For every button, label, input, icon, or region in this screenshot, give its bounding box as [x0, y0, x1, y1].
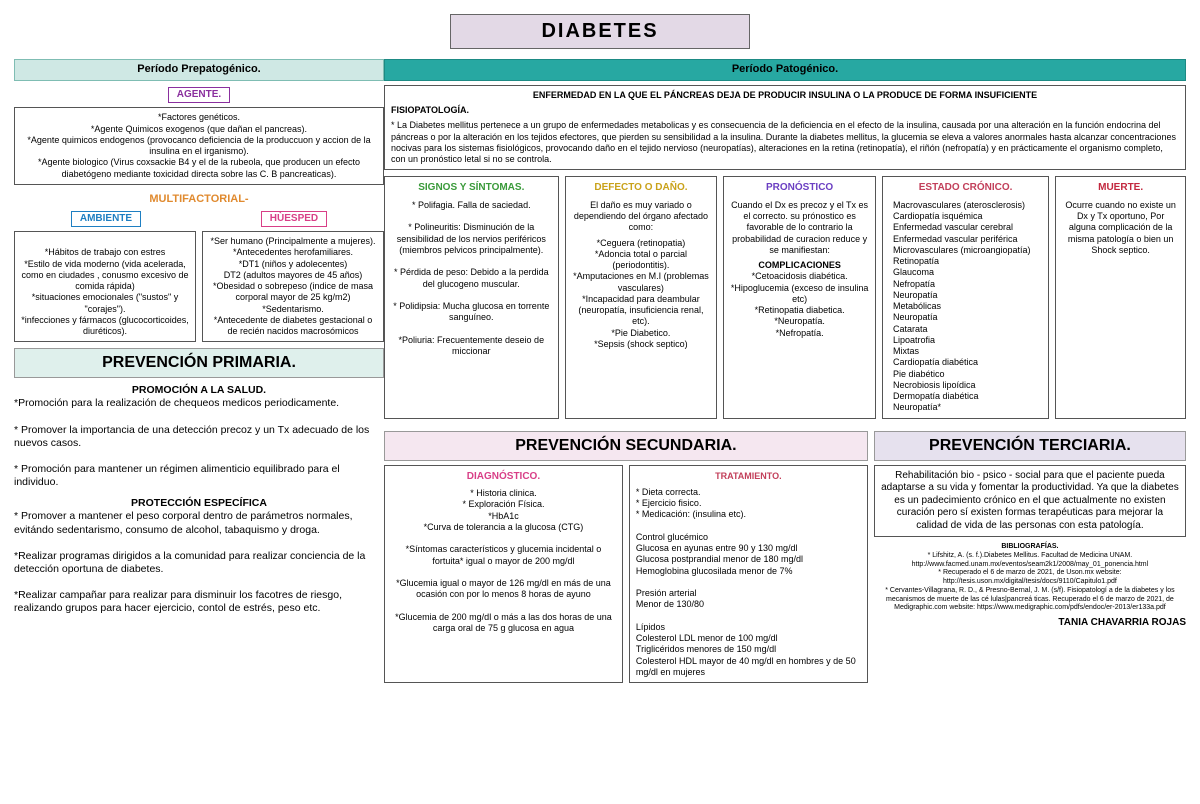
- box-huesped: *Ser humano (Principalmente a mujeres). …: [202, 231, 384, 342]
- page-title: DIABETES: [450, 14, 750, 49]
- chip-ambiente: AMBIENTE: [71, 211, 141, 228]
- chip-pronostico: PRONÓSTICO: [758, 181, 841, 196]
- box-terciaria: Rehabilitación bio - psico - social para…: [874, 465, 1186, 538]
- box-pronostico: PRONÓSTICO Cuando el Dx es precoz y el T…: [723, 176, 876, 418]
- bibliografias-body: * Lifshitz, A. (s. f.).Diabetes Mellitus…: [874, 552, 1186, 613]
- header-prevencion-terciaria: PREVENCIÓN TERCIARIA.: [874, 431, 1186, 461]
- fisio-body: * La Diabetes mellitus pertenece a un gr…: [391, 120, 1179, 165]
- disease-summary: ENFERMEDAD EN LA QUE EL PÁNCREAS DEJA DE…: [391, 90, 1179, 101]
- header-patogenico: Período Patogénico.: [384, 59, 1186, 81]
- chip-muerte: MUERTE.: [1090, 181, 1151, 196]
- header-prevencion-primaria: PREVENCIÓN PRIMARIA.: [14, 348, 384, 378]
- chip-huesped: HÙESPED: [261, 211, 327, 228]
- complicaciones-head: COMPLICACIONES: [730, 260, 869, 271]
- proteccion-especifica-head: PROTECCIÓN ESPECÍFICA: [14, 497, 384, 510]
- muerte-body: Ocurre cuando no existe un Dx y Tx oport…: [1062, 200, 1179, 256]
- chip-multifactorial: MULTIFACTORIAL-: [149, 193, 248, 205]
- complicaciones-body: *Cetoacidosis diabética. *Hipoglucemia (…: [730, 271, 869, 339]
- chip-diagnostico: DIAGNÓSTICO.: [459, 470, 548, 485]
- chip-defecto: DEFECTO O DAÑO.: [586, 181, 695, 196]
- box-ambiente: *Hábitos de trabajo con estres *Estilo d…: [14, 231, 196, 342]
- defecto-intro: El daño es muy variado o dependiendo del…: [572, 200, 711, 234]
- header-prepatogenico: Período Prepatogénico.: [14, 59, 384, 81]
- chip-tratamiento: TRATAMIENTO.: [636, 470, 861, 483]
- chip-agente: AGENTE.: [168, 87, 230, 104]
- header-prevencion-secundaria: PREVENCIÓN SECUNDARIA.: [384, 431, 868, 461]
- box-muerte: MUERTE. Ocurre cuando no existe un Dx y …: [1055, 176, 1186, 418]
- fisio-head: FISIOPATOLOGÍA.: [391, 105, 1179, 116]
- signos-body: * Polifagia. Falla de saciedad. * Poline…: [391, 200, 552, 358]
- estado-body: Macrovasculares (aterosclerosis) Cardiop…: [889, 200, 1042, 414]
- box-signos: SIGNOS Y SÍNTOMAS. * Polifagia. Falla de…: [384, 176, 559, 418]
- tratamiento-body: * Dieta correcta. * Ejercicio fisico. * …: [636, 487, 861, 678]
- box-diagnostico: DIAGNÓSTICO. * Historia clinica. * Explo…: [384, 465, 623, 684]
- defecto-list: *Ceguera (retinopatia) *Adoncia total o …: [572, 238, 711, 351]
- box-estado-cronico: ESTADO CRÓNICO. Macrovasculares (aterosc…: [882, 176, 1049, 418]
- box-fisiopatologia: ENFERMEDAD EN LA QUE EL PÁNCREAS DEJA DE…: [384, 85, 1186, 171]
- promocion-salud-head: PROMOCIÓN A LA SALUD.: [14, 384, 384, 397]
- pronostico-body: Cuando el Dx es precoz y el Tx es el cor…: [730, 200, 869, 256]
- box-tratamiento: TRATAMIENTO. * Dieta correcta. * Ejercic…: [629, 465, 868, 684]
- bibliografias-head: BIBLIOGRAFÍAS.: [874, 543, 1186, 552]
- diagnostico-body: * Historia clinica. * Exploración Física…: [391, 488, 616, 634]
- box-agente: *Factores genéticos. *Agente Quimicos ex…: [14, 107, 384, 185]
- proteccion-especifica-body: * Promover a mantener el peso corporal d…: [14, 510, 384, 615]
- chip-signos: SIGNOS Y SÍNTOMAS.: [410, 181, 532, 196]
- promocion-salud-body: *Promoción para la realización de cheque…: [14, 397, 384, 489]
- chip-estado: ESTADO CRÓNICO.: [911, 181, 1021, 196]
- author-name: TANIA CHAVARRIA ROJAS: [874, 617, 1186, 630]
- box-defecto: DEFECTO O DAÑO. El daño es muy variado o…: [565, 176, 718, 418]
